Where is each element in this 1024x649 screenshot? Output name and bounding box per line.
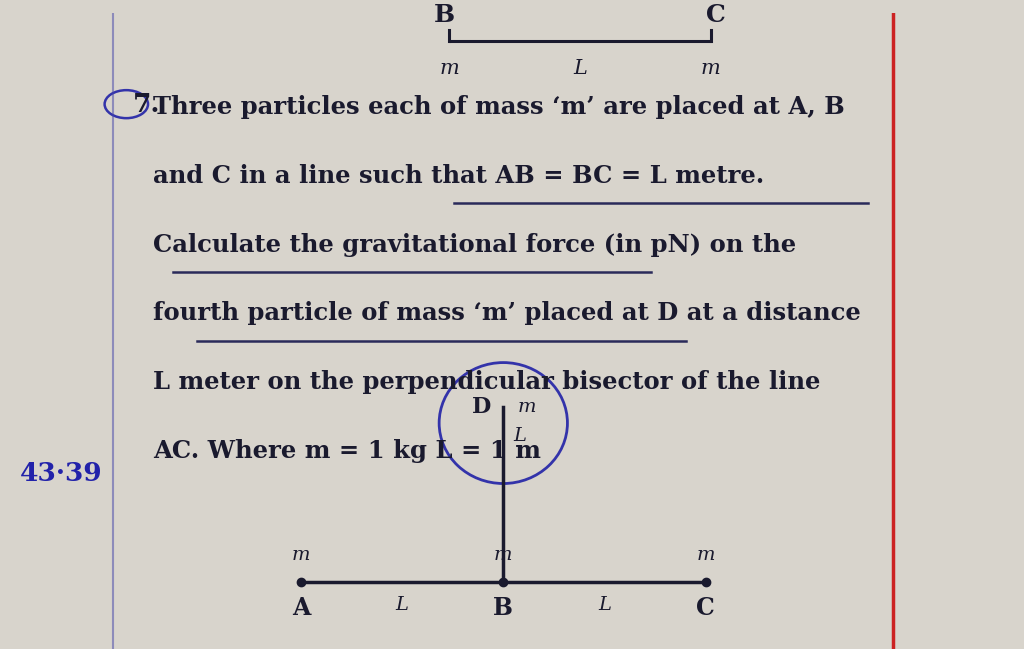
Text: m: m xyxy=(494,546,513,565)
Text: D: D xyxy=(472,396,492,418)
Text: m: m xyxy=(439,59,459,78)
Text: Calculate the gravitational force (in pN) on the: Calculate the gravitational force (in pN… xyxy=(153,233,796,257)
Text: L: L xyxy=(573,59,587,78)
Text: L: L xyxy=(598,596,611,614)
Text: L: L xyxy=(513,427,526,445)
Text: m: m xyxy=(700,59,721,78)
Text: B: B xyxy=(494,596,513,620)
Text: L meter on the perpendicular bisector of the line: L meter on the perpendicular bisector of… xyxy=(153,370,820,394)
Text: and C in a line such that AB = BC = L metre.: and C in a line such that AB = BC = L me… xyxy=(153,164,764,188)
Text: Three particles each of mass ‘m’ are placed at A, B: Three particles each of mass ‘m’ are pla… xyxy=(153,95,845,119)
Text: 7.: 7. xyxy=(133,92,161,117)
Text: A: A xyxy=(292,596,310,620)
Text: L: L xyxy=(395,596,409,614)
Text: C: C xyxy=(696,596,715,620)
Text: 43·39: 43·39 xyxy=(19,461,102,487)
Text: AC. Where m = 1 kg L = 1 m: AC. Where m = 1 kg L = 1 m xyxy=(153,439,541,463)
Text: fourth particle of mass ‘m’ placed at D at a distance: fourth particle of mass ‘m’ placed at D … xyxy=(153,302,861,326)
Text: m: m xyxy=(518,398,537,416)
Text: B: B xyxy=(433,3,455,27)
Text: C: C xyxy=(706,3,725,27)
Text: m: m xyxy=(292,546,310,565)
Text: m: m xyxy=(696,546,715,565)
